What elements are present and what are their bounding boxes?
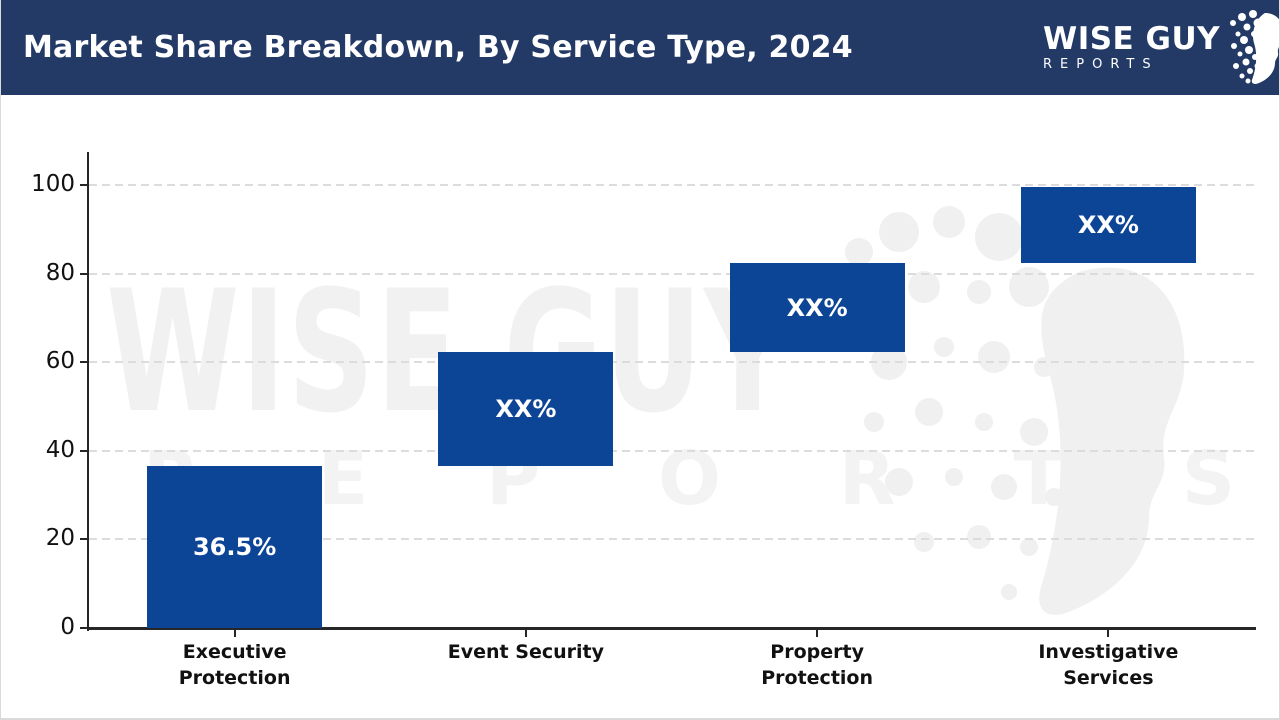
logo-wordmark: WISE GUY xyxy=(1043,20,1221,57)
y-tick-mark xyxy=(80,449,89,452)
category-label-line: Event Security xyxy=(447,641,604,663)
bar-value-label: XX% xyxy=(1077,211,1139,240)
logo-subtitle: REPORTS xyxy=(1043,57,1159,73)
y-tick-mark xyxy=(80,361,89,364)
category-label-line: Protection xyxy=(178,666,291,689)
gridline-80 xyxy=(89,272,1254,275)
category-label: Property Protection xyxy=(707,640,927,691)
y-tick-label: 20 xyxy=(45,525,75,552)
category-label-line: Investigative xyxy=(1038,641,1179,663)
y-tick-label: 100 xyxy=(31,171,75,197)
y-tick-label: 80 xyxy=(45,259,75,286)
wise-guy-logo: WISE GUY REPORTS xyxy=(1043,0,1279,95)
bar-value-label: 36.5% xyxy=(192,533,277,562)
y-tick-mark xyxy=(80,272,89,275)
y-tick-label: 0 xyxy=(60,614,75,640)
gridline-100 xyxy=(89,184,1254,186)
bar-value-label: XX% xyxy=(786,293,848,322)
category-label-line: Services xyxy=(1063,666,1154,689)
category-label: Event Security xyxy=(416,640,636,666)
bar-3: XX% xyxy=(1020,187,1196,263)
category-label: Investigative Services xyxy=(998,640,1218,691)
gridline-20 xyxy=(89,538,1254,541)
x-axis-line xyxy=(87,627,1256,630)
logo-text: WISE GUY REPORTS xyxy=(1043,23,1220,73)
bar-0: 36.5% xyxy=(147,466,323,628)
x-tick-mark xyxy=(816,630,819,637)
page-title: Market Share Breakdown, By Service Type,… xyxy=(23,30,853,65)
y-axis-line xyxy=(87,152,89,631)
bar-2: XX% xyxy=(729,262,905,353)
x-tick-mark xyxy=(1107,630,1110,637)
category-label-line: Executive xyxy=(182,641,287,663)
header: Market Share Breakdown, By Service Type,… xyxy=(1,0,1279,95)
watermark-head-dots-icon xyxy=(845,206,1185,615)
bar-value-label: XX% xyxy=(495,395,557,424)
category-label-line: Property xyxy=(770,641,864,663)
x-tick-mark xyxy=(233,630,236,637)
y-tick-label: 40 xyxy=(45,436,75,463)
gridline-60 xyxy=(89,361,1254,364)
category-label-line: Protection xyxy=(761,666,873,689)
category-label: Executive Protection xyxy=(125,640,345,691)
y-tick-mark xyxy=(80,538,89,541)
y-tick-mark xyxy=(80,184,89,186)
y-tick-mark xyxy=(80,627,89,629)
x-tick-mark xyxy=(524,630,527,637)
logo-head-icon xyxy=(1230,9,1279,84)
gridline-40 xyxy=(89,449,1254,452)
bar-1: XX% xyxy=(438,352,614,467)
y-tick-label: 60 xyxy=(45,348,75,375)
